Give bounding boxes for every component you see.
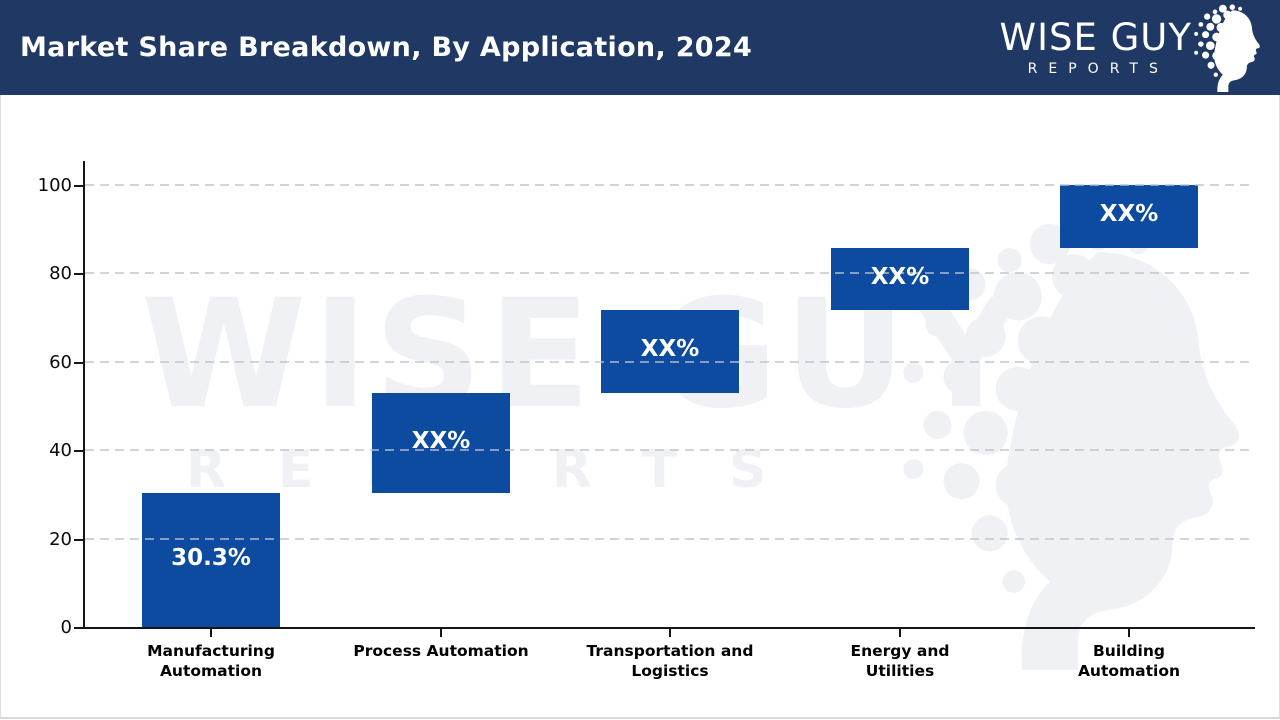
bar-segment [1060,185,1198,248]
x-tick [899,629,901,637]
gridline [85,449,1255,452]
header-bar: Market Share Breakdown, By Application, … [0,0,1280,95]
bar-value-label: XX% [640,336,700,362]
x-tick [440,629,442,637]
x-tick [669,629,671,637]
bar-value-label: XX% [870,264,930,290]
wiseguy-head-icon [1194,4,1260,92]
x-tick [210,629,212,637]
bar-value-label: 30.3% [171,545,251,571]
gridline [85,360,1255,363]
bar-segment [142,493,280,627]
y-tick-label: 0 [60,617,72,638]
chart-title: Market Share Breakdown, By Application, … [20,32,753,63]
gridline [85,272,1255,275]
y-tick [74,361,83,364]
y-tick-label: 60 [49,351,72,373]
x-category-label: Building Automation [1077,642,1181,681]
y-tick [74,538,83,541]
bar-segment [372,392,510,494]
gridline [85,184,1255,186]
y-tick [74,450,83,453]
gridline [85,537,1255,540]
x-category-label: Manufacturing Automation [147,642,275,681]
brand-text: WISE GUY REPORTS [999,16,1192,77]
bar-segment [831,247,969,310]
y-tick-label: 40 [49,440,72,462]
brand-name: WISE GUY [999,16,1192,60]
x-axis-line [83,627,1255,629]
brand-logo: WISE GUY REPORTS [1000,4,1272,92]
x-category-label: Energy and Utilities [850,642,950,681]
x-category-label: Transportation and Logistics [586,642,754,681]
watermark-head-icon [903,222,1239,670]
y-tick [74,273,83,276]
y-tick-label: 20 [49,528,72,550]
y-tick-label: 80 [49,263,72,285]
y-tick [74,185,83,187]
bar-segment [601,309,739,393]
brand-subtitle: REPORTS [1027,60,1169,77]
y-tick [74,627,83,629]
x-category-label: Process Automation [353,642,529,660]
y-tick-label: 100 [37,175,72,196]
bar-value-label: XX% [411,428,471,454]
bar-value-label: XX% [1099,201,1159,227]
x-tick [1128,629,1130,637]
y-axis-line [83,161,85,629]
